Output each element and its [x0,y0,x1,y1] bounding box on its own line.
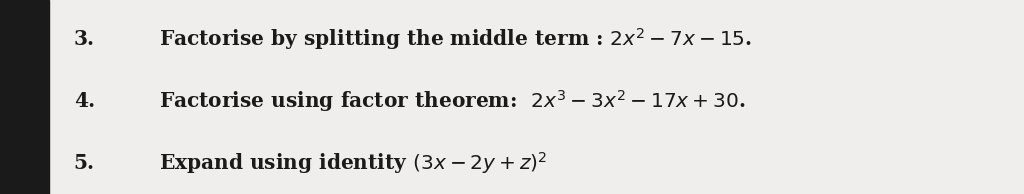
Text: Factorise using factor theorem:  $2x^3-3x^2-17x+30$.: Factorise using factor theorem: $2x^3-3x… [159,88,745,114]
Text: Factorise by splitting the middle term : $2x^2-7x-15$.: Factorise by splitting the middle term :… [159,26,752,52]
Text: Expand using identity $(3x-2y+z)^2$: Expand using identity $(3x-2y+z)^2$ [159,150,547,176]
Text: 5.: 5. [74,153,95,173]
Text: 3.: 3. [74,29,95,49]
Text: 4.: 4. [74,91,95,111]
Bar [0,0,49,194]
